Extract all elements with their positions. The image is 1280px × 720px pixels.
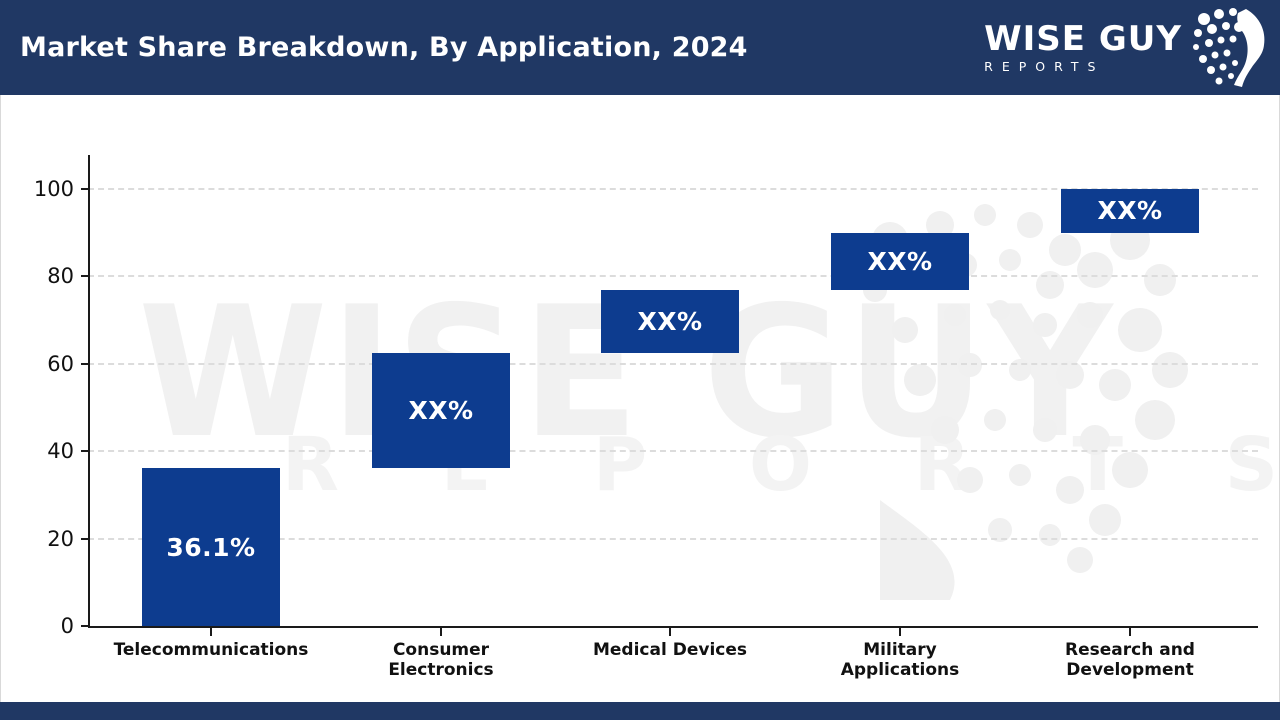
x-category-label: Telecommunications	[113, 640, 309, 660]
y-axis-tick	[81, 187, 88, 190]
x-axis-tick	[1129, 628, 1131, 636]
watermark-face-dots	[863, 204, 1188, 600]
x-axis-tick	[210, 628, 212, 636]
x-category-label: Consumer Electronics	[388, 640, 494, 680]
x-category-label: Military Applications	[840, 640, 960, 680]
bar-value-label: XX%	[867, 246, 933, 276]
gridline-y100	[88, 187, 1258, 190]
brand-logo: WISE GUY REPORTS	[984, 4, 1270, 92]
chart-title: Market Share Breakdown, By Application, …	[20, 32, 748, 63]
y-axis-tick-label: 80	[47, 264, 74, 288]
bar-segment-5: XX%	[1061, 188, 1199, 233]
footer-bar	[0, 702, 1280, 720]
y-axis-tick	[81, 625, 88, 627]
x-category-label: Medical Devices	[592, 640, 747, 660]
x-axis-line	[88, 626, 1258, 628]
y-axis-tick	[81, 450, 88, 452]
bar-value-label: XX%	[408, 396, 474, 426]
y-axis-tick	[81, 362, 88, 365]
bar-segment-2: XX%	[372, 353, 510, 469]
y-axis-tick	[81, 275, 88, 277]
bar-value-label: 36.1%	[166, 532, 256, 562]
bar-segment-4: XX%	[831, 232, 969, 290]
x-axis-tick	[440, 628, 442, 636]
y-axis-tick	[81, 537, 88, 540]
gridline-y60	[88, 362, 1258, 365]
brand-logo-face-icon	[1193, 8, 1265, 87]
x-category-label: Research and Development	[1065, 640, 1195, 680]
brand-logo-reports: REPORTS	[984, 59, 1105, 74]
brand-logo-wiseguy: WISE GUY	[984, 19, 1182, 59]
brand-logo-text: WISE GUY REPORTS	[984, 22, 1182, 74]
y-axis-tick-label: 100	[33, 176, 74, 201]
bar-value-label: XX%	[637, 307, 703, 336]
bar-value-label: XX%	[1097, 196, 1163, 226]
x-axis-tick	[669, 628, 671, 636]
y-axis-tick-label: 60	[47, 351, 74, 376]
header-bar: Market Share Breakdown, By Application, …	[0, 0, 1280, 95]
x-axis-tick	[899, 628, 901, 636]
y-axis-tick-label: 0	[60, 614, 74, 638]
gridline-y40	[88, 450, 1258, 452]
bar-segment-1: 36.1%	[142, 468, 280, 626]
bar-segment-3: XX%	[601, 289, 739, 354]
y-axis-tick-label: 20	[47, 526, 74, 551]
gridline-y80	[88, 275, 1258, 277]
y-axis-line	[88, 155, 90, 628]
y-axis-tick-label: 40	[47, 439, 74, 463]
gridline-y20	[88, 537, 1258, 540]
